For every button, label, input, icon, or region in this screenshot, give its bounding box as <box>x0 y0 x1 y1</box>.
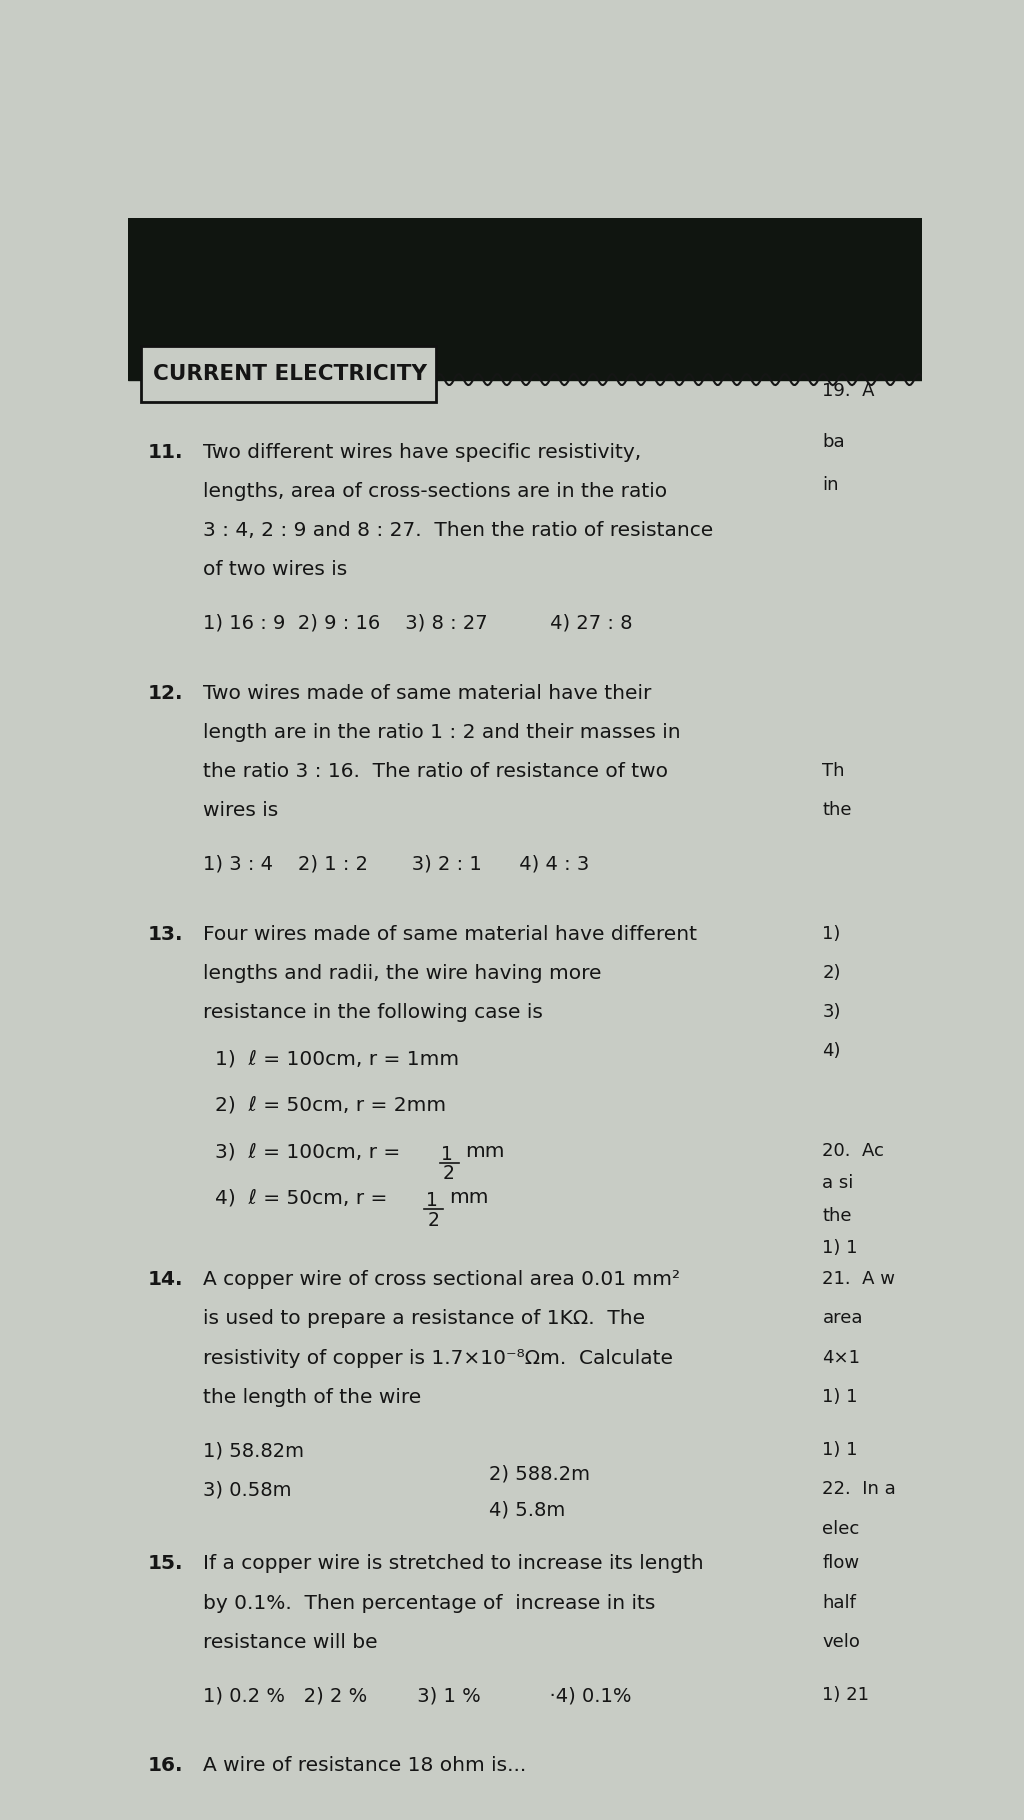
Text: by 0.1%.  Then percentage of  increase in its: by 0.1%. Then percentage of increase in … <box>204 1594 655 1613</box>
Text: mm: mm <box>450 1188 488 1207</box>
Text: 1) 21: 1) 21 <box>822 1685 869 1704</box>
Text: 2: 2 <box>427 1210 439 1230</box>
Text: Th: Th <box>822 763 845 781</box>
Text: 1) 58.82m: 1) 58.82m <box>204 1441 304 1460</box>
Text: 22.  In a: 22. In a <box>822 1480 896 1498</box>
FancyBboxPatch shape <box>141 346 436 402</box>
Text: 12.: 12. <box>147 684 183 703</box>
Text: length are in the ratio 1 : 2 and their masses in: length are in the ratio 1 : 2 and their … <box>204 723 681 743</box>
Text: 3): 3) <box>822 1003 841 1021</box>
Text: 4×1: 4×1 <box>822 1349 860 1367</box>
Text: 16.: 16. <box>147 1756 183 1774</box>
Text: in: in <box>822 475 839 493</box>
Text: Four wires made of same material have different: Four wires made of same material have di… <box>204 925 697 945</box>
Text: 3 : 4, 2 : 9 and 8 : 27.  Then the ratio of resistance: 3 : 4, 2 : 9 and 8 : 27. Then the ratio … <box>204 521 714 541</box>
Text: the ratio 3 : 16.  The ratio of resistance of two: the ratio 3 : 16. The ratio of resistanc… <box>204 763 669 781</box>
Text: 2): 2) <box>822 965 841 983</box>
Text: 15.: 15. <box>147 1554 183 1572</box>
Text: resistance will be: resistance will be <box>204 1633 378 1653</box>
Text: 1) 1: 1) 1 <box>822 1389 858 1405</box>
Text: 13.: 13. <box>147 925 183 945</box>
Text: of two wires is: of two wires is <box>204 561 347 579</box>
Text: CURRENT ELECTRICITY: CURRENT ELECTRICITY <box>154 364 427 384</box>
Text: 11.: 11. <box>147 442 183 462</box>
Text: 4)  ℓ = 50cm, r =: 4) ℓ = 50cm, r = <box>215 1188 388 1207</box>
Text: half: half <box>822 1594 856 1613</box>
Text: Two wires made of same material have their: Two wires made of same material have the… <box>204 684 651 703</box>
Text: flow: flow <box>822 1554 859 1572</box>
Text: 1) 0.2 %   2) 2 %        3) 1 %           ·4) 0.1%: 1) 0.2 % 2) 2 % 3) 1 % ·4) 0.1% <box>204 1685 632 1705</box>
Text: A copper wire of cross sectional area 0.01 mm²: A copper wire of cross sectional area 0.… <box>204 1270 680 1289</box>
Text: 1: 1 <box>426 1190 437 1210</box>
Text: 20.  Ac: 20. Ac <box>822 1141 885 1159</box>
Text: wires is: wires is <box>204 801 279 821</box>
Text: velo: velo <box>822 1633 860 1651</box>
Text: 1): 1) <box>822 925 841 943</box>
Text: mm: mm <box>465 1141 505 1161</box>
Text: 3) 0.58m: 3) 0.58m <box>204 1480 292 1500</box>
Text: 1: 1 <box>441 1145 454 1163</box>
Text: 1) 1: 1) 1 <box>822 1441 858 1460</box>
Text: the: the <box>822 1207 852 1225</box>
Text: 14.: 14. <box>147 1270 183 1289</box>
Text: 2: 2 <box>443 1165 455 1183</box>
Text: lengths and radii, the wire having more: lengths and radii, the wire having more <box>204 965 602 983</box>
Text: ba: ba <box>822 433 845 451</box>
Text: 1)  ℓ = 100cm, r = 1mm: 1) ℓ = 100cm, r = 1mm <box>215 1050 460 1068</box>
Bar <box>128 380 922 1620</box>
Bar <box>128 218 922 380</box>
Text: 1) 16 : 9  2) 9 : 16    3) 8 : 27          4) 27 : 8: 1) 16 : 9 2) 9 : 16 3) 8 : 27 4) 27 : 8 <box>204 613 633 633</box>
Text: 2) 588.2m: 2) 588.2m <box>489 1465 590 1483</box>
Text: If a copper wire is stretched to increase its length: If a copper wire is stretched to increas… <box>204 1554 705 1572</box>
Text: 4): 4) <box>822 1043 841 1061</box>
Text: elec: elec <box>822 1520 860 1538</box>
Text: Two different wires have specific resistivity,: Two different wires have specific resist… <box>204 442 642 462</box>
Text: resistivity of copper is 1.7×10⁻⁸Ωm.  Calculate: resistivity of copper is 1.7×10⁻⁸Ωm. Cal… <box>204 1349 674 1367</box>
Text: resistance in the following case is: resistance in the following case is <box>204 1003 544 1023</box>
Text: is used to prepare a resistance of 1KΩ.  The: is used to prepare a resistance of 1KΩ. … <box>204 1309 645 1329</box>
Text: lengths, area of cross-sections are in the ratio: lengths, area of cross-sections are in t… <box>204 482 668 500</box>
Text: 3)  ℓ = 100cm, r =: 3) ℓ = 100cm, r = <box>215 1141 400 1161</box>
Text: 1) 1: 1) 1 <box>822 1239 858 1258</box>
Text: 4) 5.8m: 4) 5.8m <box>489 1500 565 1520</box>
Text: area: area <box>822 1309 863 1327</box>
Text: 1) 3 : 4    2) 1 : 2       3) 2 : 1      4) 4 : 3: 1) 3 : 4 2) 1 : 2 3) 2 : 1 4) 4 : 3 <box>204 855 590 874</box>
Text: 21.  A w: 21. A w <box>822 1270 895 1289</box>
Text: A wire of resistance 18 ohm is...: A wire of resistance 18 ohm is... <box>204 1756 526 1774</box>
Text: a si: a si <box>822 1174 854 1192</box>
Text: the: the <box>822 801 852 819</box>
Text: the length of the wire: the length of the wire <box>204 1389 422 1407</box>
Text: 19.  A: 19. A <box>822 382 874 400</box>
Text: 2)  ℓ = 50cm, r = 2mm: 2) ℓ = 50cm, r = 2mm <box>215 1096 446 1114</box>
